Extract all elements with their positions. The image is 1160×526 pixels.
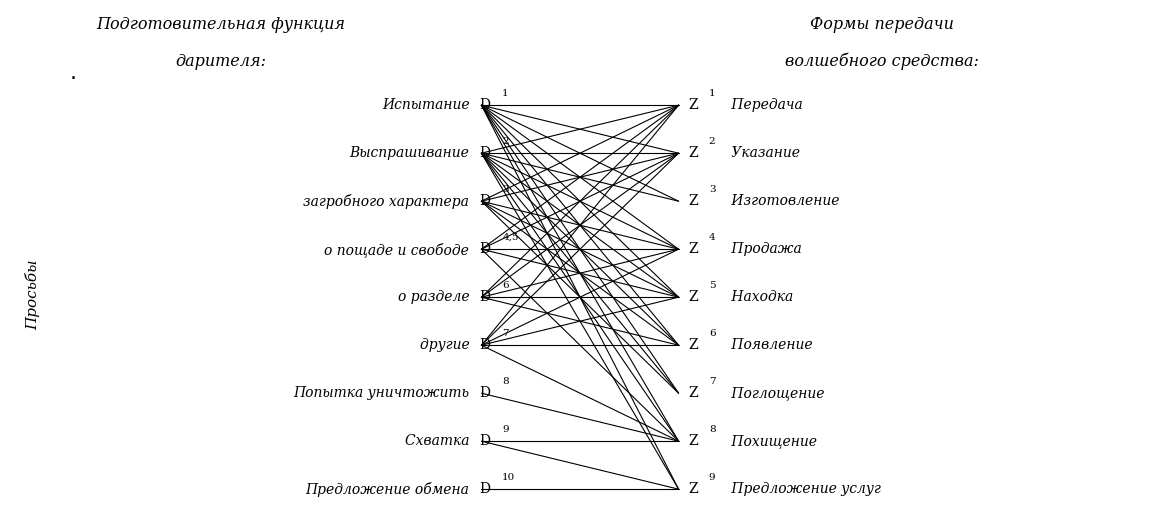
Text: D: D [479, 434, 490, 448]
Text: D: D [479, 338, 490, 352]
Text: Находка: Находка [727, 290, 793, 304]
Text: Выспрашивание: Выспрашивание [349, 146, 472, 160]
Text: Передача: Передача [727, 98, 803, 112]
Text: Z: Z [688, 290, 697, 304]
Text: 1: 1 [502, 89, 509, 98]
Text: Предложение услуг: Предложение услуг [727, 482, 882, 496]
Text: 10: 10 [502, 473, 515, 482]
Text: Появление: Появление [727, 338, 813, 352]
Text: Попытка уничтожить: Попытка уничтожить [293, 386, 472, 400]
Text: Поглощение: Поглощение [727, 386, 825, 400]
Text: 9: 9 [709, 473, 716, 482]
Text: 8: 8 [502, 377, 509, 386]
Text: Указание: Указание [727, 146, 800, 160]
Text: Z: Z [688, 98, 697, 112]
Text: 6: 6 [502, 281, 509, 290]
Text: дарителя:: дарителя: [175, 53, 266, 69]
Text: 2: 2 [709, 137, 716, 146]
Text: о разделе: о разделе [398, 290, 472, 304]
Text: Z: Z [688, 338, 697, 352]
Text: 3: 3 [709, 185, 716, 194]
Text: 4: 4 [709, 233, 716, 242]
Text: Похищение: Похищение [727, 434, 818, 448]
Text: Z: Z [688, 242, 697, 256]
Text: D: D [479, 194, 490, 208]
Text: D: D [479, 386, 490, 400]
Text: 7: 7 [709, 377, 716, 386]
Text: Подготовительная функция: Подготовительная функция [96, 16, 345, 33]
Text: Изготовление: Изготовление [727, 194, 840, 208]
Text: Формы передачи: Формы передачи [810, 16, 954, 33]
Text: загробного характера: загробного характера [304, 194, 472, 209]
Text: о пощаде и свободе: о пощаде и свободе [325, 242, 472, 257]
Text: 1: 1 [709, 89, 716, 98]
Text: 9: 9 [502, 425, 509, 434]
Text: Испытание: Испытание [382, 98, 472, 112]
Text: 3: 3 [502, 185, 509, 194]
Text: D: D [479, 482, 490, 496]
Text: D: D [479, 98, 490, 112]
Text: Предложение обмена: Предложение обмена [305, 482, 472, 497]
Text: 8: 8 [709, 425, 716, 434]
Text: .: . [70, 63, 77, 83]
Text: Z: Z [688, 434, 697, 448]
Text: D: D [479, 146, 490, 160]
Text: Z: Z [688, 194, 697, 208]
Text: Z: Z [688, 482, 697, 496]
Text: 6: 6 [709, 329, 716, 338]
Text: D: D [479, 242, 490, 256]
Text: волшебного средства:: волшебного средства: [784, 53, 979, 70]
Text: 7: 7 [502, 329, 509, 338]
Text: Просьбы: Просьбы [26, 259, 39, 330]
Text: 5: 5 [709, 281, 716, 290]
Text: другие: другие [420, 338, 472, 352]
Text: 2: 2 [502, 137, 509, 146]
Text: D: D [479, 290, 490, 304]
Text: Z: Z [688, 146, 697, 160]
Text: Z: Z [688, 386, 697, 400]
Text: Продажа: Продажа [727, 242, 802, 256]
Text: 4,5: 4,5 [502, 233, 519, 242]
Text: Схватка: Схватка [405, 434, 472, 448]
